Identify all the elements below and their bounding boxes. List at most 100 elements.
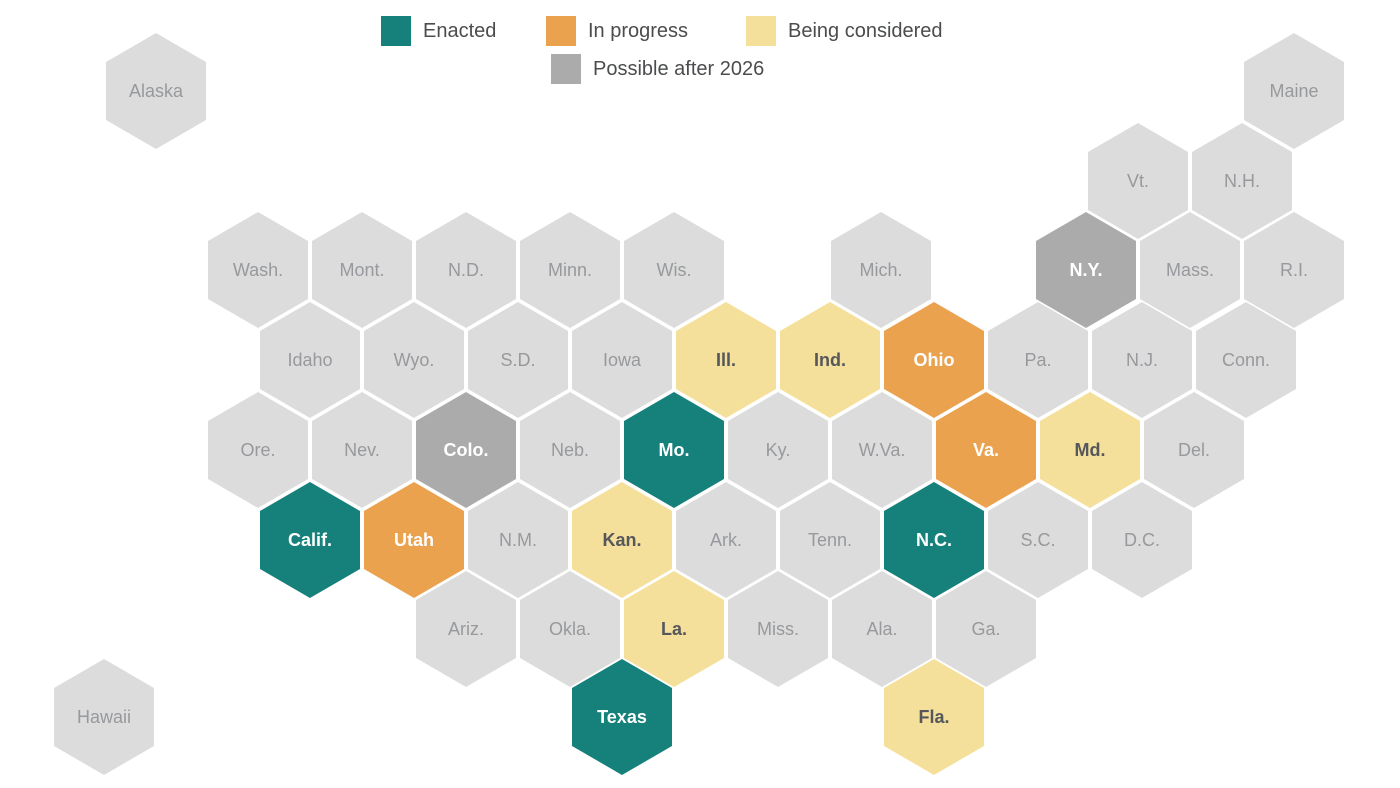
- state-label-hawaii: Hawaii: [77, 707, 131, 727]
- state-label-alaska: Alaska: [129, 81, 184, 101]
- state-label-ark: Ark.: [710, 530, 742, 550]
- state-label-md: Md.: [1075, 440, 1106, 460]
- state-label-ore: Ore.: [240, 440, 275, 460]
- state-hex-vt: [1088, 123, 1188, 239]
- state-label-ky: Ky.: [766, 440, 791, 460]
- state-hex-minn: [520, 212, 620, 328]
- state-label-fla: Fla.: [918, 707, 949, 727]
- state-hex-ga: [936, 571, 1036, 687]
- state-hex-la: [624, 571, 724, 687]
- state-label-mass: Mass.: [1166, 260, 1214, 280]
- state-hex-okla: [520, 571, 620, 687]
- state-label-mo: Mo.: [659, 440, 690, 460]
- state-label-sd: S.D.: [500, 350, 535, 370]
- state-hex-alaska: [106, 33, 206, 149]
- state-hex-tenn: [780, 482, 880, 598]
- state-hex-va: [936, 392, 1036, 508]
- state-label-iowa: Iowa: [603, 350, 642, 370]
- legend-item-in-progress: In progress: [546, 16, 688, 46]
- state-label-del: Del.: [1178, 440, 1210, 460]
- state-label-wash: Wash.: [233, 260, 283, 280]
- state-label-va: Va.: [973, 440, 999, 460]
- state-hex-kan: [572, 482, 672, 598]
- state-label-ri: R.I.: [1280, 260, 1308, 280]
- state-hex-nc: [884, 482, 984, 598]
- state-hex-nev: [312, 392, 412, 508]
- state-label-minn: Minn.: [548, 260, 592, 280]
- state-label-miss: Miss.: [757, 619, 799, 639]
- state-label-texas: Texas: [597, 707, 647, 727]
- state-label-sc: S.C.: [1020, 530, 1055, 550]
- state-hex-texas: [572, 659, 672, 775]
- state-hex-wva: [832, 392, 932, 508]
- state-label-idaho: Idaho: [287, 350, 332, 370]
- state-label-dc: D.C.: [1124, 530, 1160, 550]
- state-hex-wash: [208, 212, 308, 328]
- state-label-nm: N.M.: [499, 530, 537, 550]
- state-hex-md: [1040, 392, 1140, 508]
- state-hex-maine: [1244, 33, 1344, 149]
- state-hex-nm: [468, 482, 568, 598]
- state-label-nc: N.C.: [916, 530, 952, 550]
- state-label-colo: Colo.: [444, 440, 489, 460]
- legend-swatch-in-progress: [546, 16, 576, 46]
- state-hex-del: [1144, 392, 1244, 508]
- state-label-neb: Neb.: [551, 440, 589, 460]
- state-label-mich: Mich.: [859, 260, 902, 280]
- state-hex-sd: [468, 302, 568, 418]
- state-label-ohio: Ohio: [914, 350, 955, 370]
- state-hex-wyo: [364, 302, 464, 418]
- state-label-mont: Mont.: [339, 260, 384, 280]
- state-hex-ariz: [416, 571, 516, 687]
- legend-swatch-enacted: [381, 16, 411, 46]
- state-label-ill: Ill.: [716, 350, 736, 370]
- state-label-nj: N.J.: [1126, 350, 1158, 370]
- state-label-ga: Ga.: [971, 619, 1000, 639]
- legend-label-possible-after-2026: Possible after 2026: [593, 58, 765, 80]
- legend-item-possible-after-2026: Possible after 2026: [551, 54, 764, 84]
- state-hex-mont: [312, 212, 412, 328]
- state-hex-ark: [676, 482, 776, 598]
- state-label-la: La.: [661, 619, 687, 639]
- state-hex-calif: [260, 482, 360, 598]
- legend-item-being-considered: Being considered: [746, 16, 943, 46]
- state-hex-ri: [1244, 212, 1344, 328]
- state-hex-ky: [728, 392, 828, 508]
- state-hex-nd: [416, 212, 516, 328]
- state-hex-nh: [1192, 123, 1292, 239]
- state-label-wis: Wis.: [657, 260, 692, 280]
- state-label-kan: Kan.: [602, 530, 641, 550]
- state-label-ind: Ind.: [814, 350, 846, 370]
- legend-item-enacted: Enacted: [381, 16, 496, 46]
- state-label-ariz: Ariz.: [448, 619, 484, 639]
- state-label-ny: N.Y.: [1069, 260, 1102, 280]
- state-hex-miss: [728, 571, 828, 687]
- state-hex-conn: [1196, 302, 1296, 418]
- state-label-pa: Pa.: [1024, 350, 1051, 370]
- state-hex-nj: [1092, 302, 1192, 418]
- state-label-utah: Utah: [394, 530, 434, 550]
- state-label-nev: Nev.: [344, 440, 380, 460]
- state-hex-ohio: [884, 302, 984, 418]
- state-label-vt: Vt.: [1127, 171, 1149, 191]
- state-hex-mass: [1140, 212, 1240, 328]
- state-hex-utah: [364, 482, 464, 598]
- state-hex-ind: [780, 302, 880, 418]
- legend-label-in-progress: In progress: [588, 20, 689, 42]
- state-label-maine: Maine: [1269, 81, 1318, 101]
- state-hex-mo: [624, 392, 724, 508]
- legend-label-enacted: Enacted: [423, 20, 497, 42]
- state-hex-colo: [416, 392, 516, 508]
- legend-swatch-being-considered: [746, 16, 776, 46]
- legend-swatch-possible-after-2026: [551, 54, 581, 84]
- state-hex-sc: [988, 482, 1088, 598]
- state-label-wva: W.Va.: [859, 440, 906, 460]
- state-hex-hawaii: [54, 659, 154, 775]
- state-label-conn: Conn.: [1222, 350, 1270, 370]
- state-label-tenn: Tenn.: [808, 530, 852, 550]
- state-hex-mich: [831, 212, 931, 328]
- state-hex-iowa: [572, 302, 672, 418]
- state-hex-ala: [832, 571, 932, 687]
